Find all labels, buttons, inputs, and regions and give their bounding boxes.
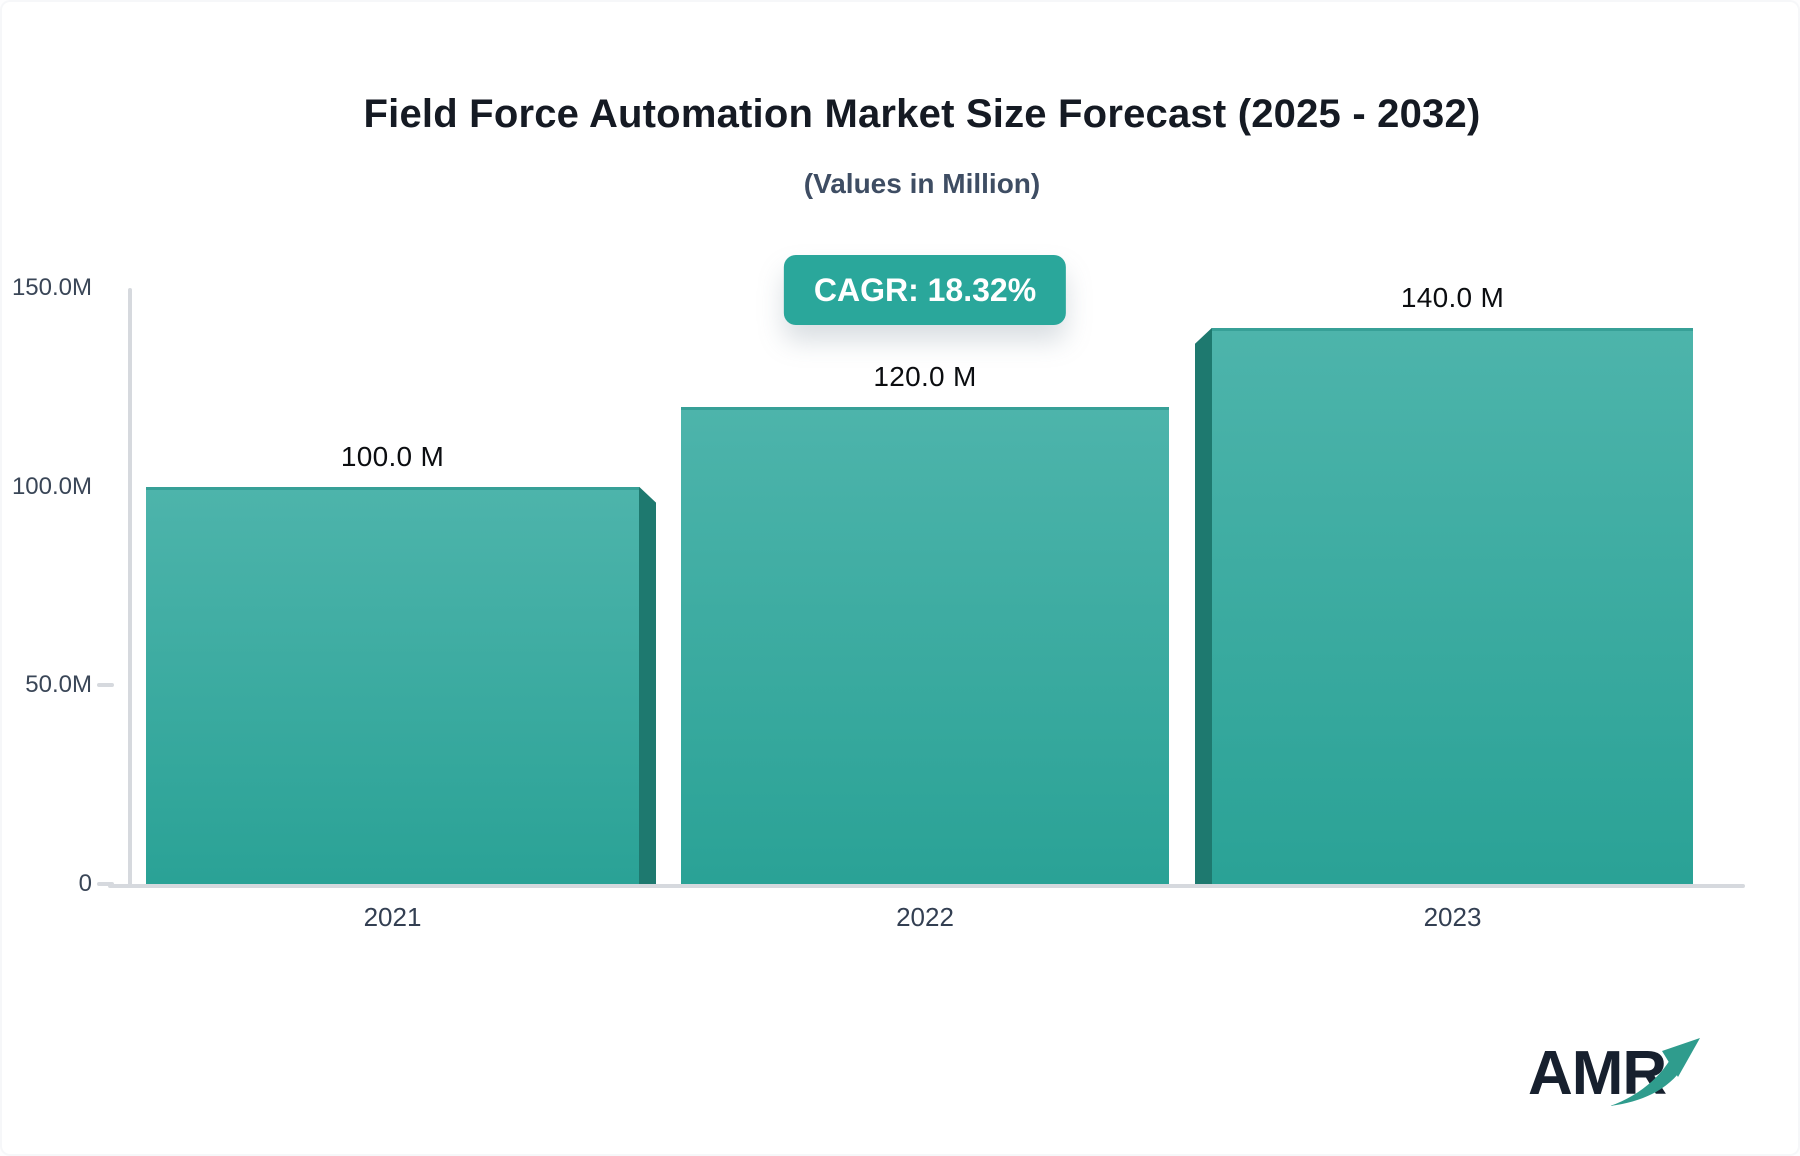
cagr-badge: CAGR: 18.32%	[783, 255, 1067, 325]
y-axis-tick-mark	[97, 683, 114, 688]
bar-side-face	[639, 486, 656, 884]
x-axis-label: 2021	[363, 902, 422, 932]
bar-side-face	[1195, 327, 1212, 884]
x-axis-line	[108, 884, 1745, 888]
bar-2023	[1212, 327, 1693, 884]
bar-value-label: 100.0 M	[340, 440, 445, 472]
y-axis-tick-label: 100.0M	[11, 472, 92, 500]
y-axis-tick-label: 150.0M	[11, 274, 92, 301]
bar-2022	[681, 407, 1169, 884]
growth-arrow-icon	[1610, 1038, 1700, 1106]
bar-value-label: 120.0 M	[873, 361, 977, 393]
y-axis-line	[128, 288, 132, 888]
bar-value-label: 140.0 M	[1400, 281, 1505, 313]
y-axis-tick-label: 0	[78, 870, 92, 897]
x-axis-label: 2022	[896, 902, 954, 932]
chart-subtitle: (Values in Million)	[803, 168, 1041, 199]
y-axis-tick-mark	[97, 882, 114, 886]
chart-title: Field Force Automation Market Size Forec…	[363, 92, 1481, 136]
x-axis-label: 2023	[1423, 902, 1482, 932]
y-axis-tick-label: 50.0M	[25, 671, 92, 699]
bar-2021	[146, 486, 639, 884]
